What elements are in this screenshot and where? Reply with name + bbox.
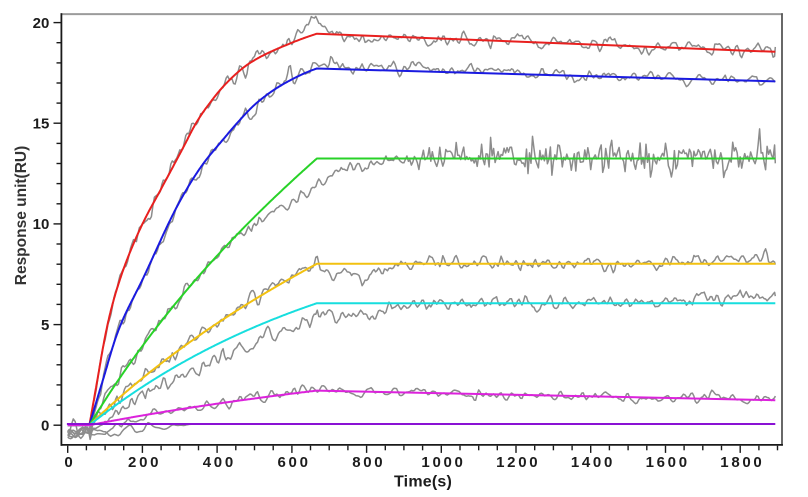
- svg-text:800: 800: [352, 454, 385, 471]
- svg-text:20: 20: [33, 15, 50, 32]
- svg-text:Response unit(RU): Response unit(RU): [13, 146, 30, 286]
- svg-text:0: 0: [41, 418, 49, 435]
- svg-text:1000: 1000: [421, 454, 465, 471]
- svg-text:Time(s): Time(s): [394, 474, 452, 491]
- svg-text:10: 10: [33, 216, 50, 233]
- svg-text:1400: 1400: [571, 454, 615, 471]
- svg-text:0: 0: [64, 454, 75, 471]
- svg-text:1200: 1200: [496, 454, 540, 471]
- svg-text:1800: 1800: [720, 454, 764, 471]
- svg-text:400: 400: [203, 454, 236, 471]
- svg-text:1600: 1600: [646, 454, 690, 471]
- svg-text:15: 15: [33, 116, 50, 133]
- svg-text:5: 5: [41, 317, 49, 334]
- svg-text:200: 200: [128, 454, 161, 471]
- svg-text:600: 600: [277, 454, 310, 471]
